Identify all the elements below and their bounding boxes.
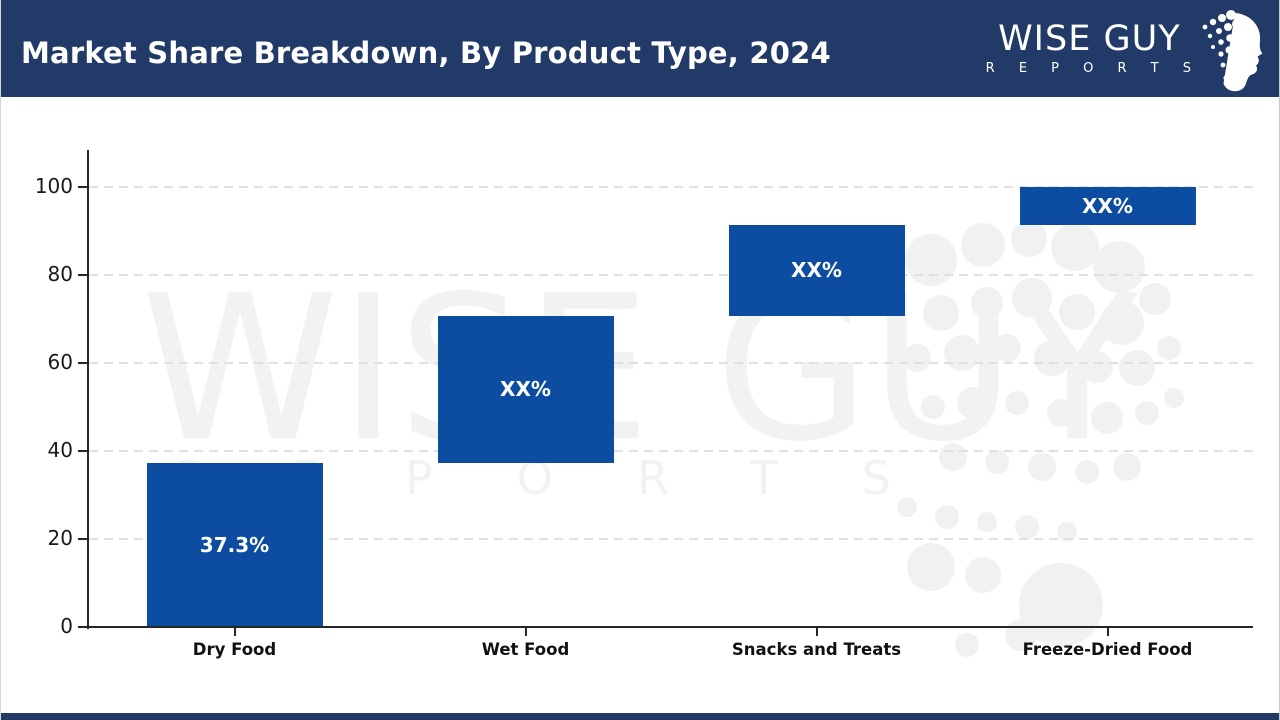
y-tick-label: 40 <box>47 438 73 462</box>
x-tick-label: Snacks and Treats <box>731 640 902 659</box>
y-tick-label: 80 <box>47 262 73 286</box>
bar-value-label: 37.3% <box>199 532 270 557</box>
y-tick-mark <box>78 362 87 364</box>
y-axis-line <box>87 150 89 629</box>
bar-dry-food <box>146 462 323 627</box>
x-tick-label: Freeze-Dried Food <box>1022 640 1193 659</box>
x-tick-mark <box>1106 627 1109 636</box>
brand-logo: WISE GUY R E P O R T S <box>986 6 1267 92</box>
y-gridline <box>89 186 1253 188</box>
y-gridline <box>89 538 1253 540</box>
x-tick-label: Dry Food <box>192 640 277 659</box>
logo-wordmark-line1: WISE GUY <box>998 19 1181 59</box>
y-gridline <box>89 274 1253 276</box>
y-tick-label: 100 <box>34 174 73 198</box>
y-tick-mark <box>78 626 87 628</box>
y-gridline <box>89 362 1253 364</box>
y-tick-mark <box>78 450 87 452</box>
y-tick-label: 20 <box>47 526 73 550</box>
x-tick-mark <box>524 627 527 636</box>
logo-head-icon <box>1202 10 1263 92</box>
x-tick-mark <box>815 627 818 636</box>
bar-snacks-and-treats <box>728 225 905 317</box>
bar-value-label: XX% <box>1082 194 1133 218</box>
y-tick-label: 60 <box>47 350 73 374</box>
x-tick-label: Wet Food <box>481 640 570 659</box>
y-tick-mark <box>78 274 87 276</box>
bar-value-label: XX% <box>500 377 551 402</box>
page-title: Market Share Breakdown, By Product Type,… <box>21 36 831 70</box>
x-tick-mark <box>233 627 236 636</box>
y-gridline <box>89 450 1253 452</box>
chart-area: WISE GUY REPORTS 0 20 40 60 80 100 37.3% Dry Fo… <box>1 97 1279 713</box>
bar-value-label: XX% <box>791 258 842 283</box>
header: Market Share Breakdown, By Product Type,… <box>1 0 1279 97</box>
footer-bar <box>1 713 1279 720</box>
y-tick-mark <box>78 538 87 540</box>
watermark-head-icon <box>897 221 1184 657</box>
y-tick-mark <box>78 186 87 188</box>
bar-freeze-dried-food <box>1019 187 1196 226</box>
y-tick-label: 0 <box>60 614 73 638</box>
bar-wet-food <box>437 316 614 463</box>
x-axis-line <box>87 626 1253 628</box>
logo-wordmark: WISE GUY R E P O R T S <box>978 20 1201 76</box>
logo-wordmark-line2: R E P O R T S <box>985 60 1201 76</box>
